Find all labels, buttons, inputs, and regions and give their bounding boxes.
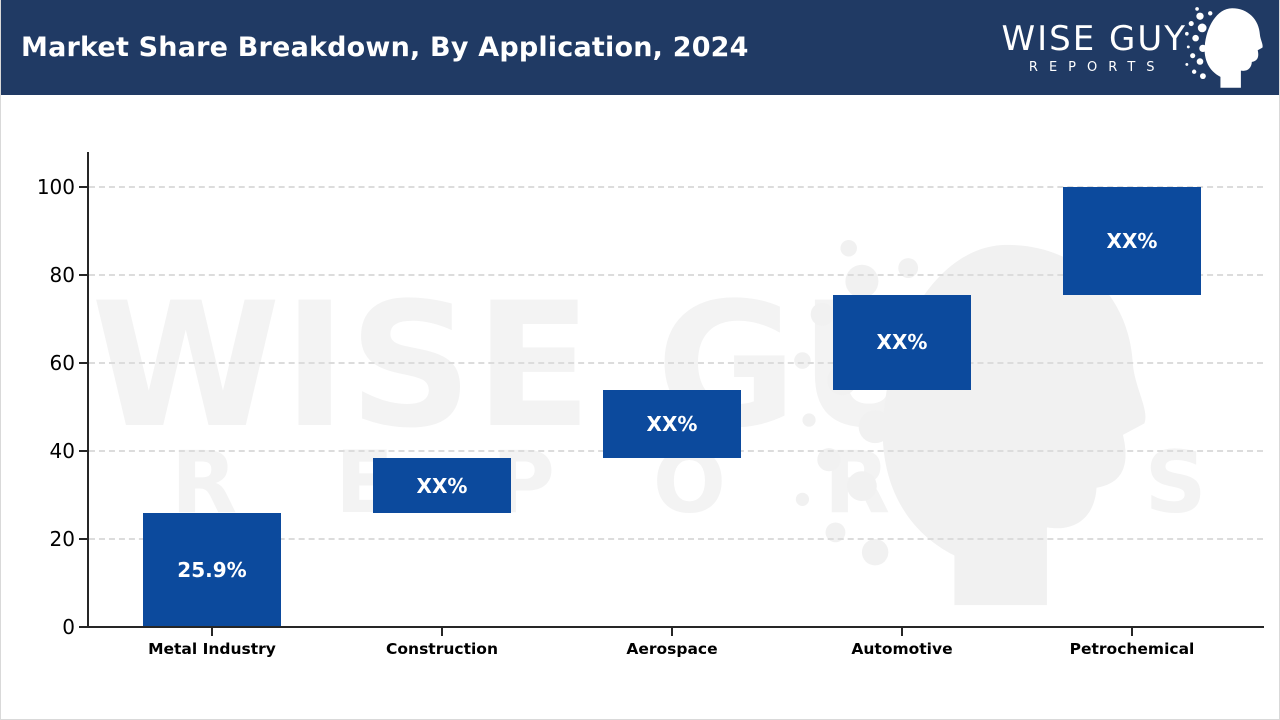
y-tick-mark	[79, 626, 87, 628]
gridline-80	[89, 274, 1263, 276]
x-tick-mark	[211, 628, 213, 636]
x-tick-label: Construction	[386, 640, 498, 658]
bar-value-label: XX%	[876, 330, 928, 355]
bar-construction: XX%	[373, 458, 511, 514]
x-tick-label: Automotive	[851, 640, 953, 658]
y-tick-label: 60	[49, 351, 75, 375]
x-tick-mark	[1131, 628, 1133, 636]
x-tick-mark	[901, 628, 903, 636]
bar-value-label: XX%	[416, 473, 468, 498]
logo-text: WISE GUY REPORTS	[1001, 22, 1187, 74]
y-axis	[87, 152, 89, 628]
y-tick-label: 100	[36, 175, 75, 199]
y-tick-label: 40	[49, 439, 75, 463]
chart-area: WISE GUY R E P O R T S 0 20 40 60 80 100 25.9%…	[1, 95, 1279, 719]
y-tick-mark	[79, 538, 87, 540]
logo-head-icon	[1185, 6, 1263, 88]
x-tick-label: Aerospace	[626, 640, 718, 658]
y-tick-label: 20	[49, 527, 75, 551]
y-tick-label: 80	[49, 263, 75, 287]
gridline-100	[89, 186, 1263, 188]
gridline-20	[89, 538, 1263, 540]
bar-petrochemical: XX%	[1063, 187, 1201, 295]
wiseguy-logo: WISE GUY REPORTS	[1001, 5, 1265, 91]
y-tick-label: 0	[62, 615, 75, 639]
x-tick-label: Metal Industry	[148, 640, 276, 658]
gridline-60	[89, 362, 1263, 364]
bar-metal-industry: 25.9%	[143, 513, 281, 627]
bar-value-label: 25.9%	[177, 558, 247, 582]
x-axis	[87, 626, 1264, 628]
y-tick-mark	[79, 186, 87, 188]
y-tick-mark	[79, 450, 87, 452]
bar-value-label: XX%	[646, 411, 698, 436]
bar-automotive: XX%	[833, 294, 971, 390]
chart-title: Market Share Breakdown, By Application, …	[21, 32, 749, 63]
logo-subtitle: REPORTS	[1028, 59, 1166, 75]
y-tick-mark	[79, 274, 87, 276]
y-tick-mark	[79, 362, 87, 364]
x-tick-label: Petrochemical	[1069, 640, 1195, 658]
bar-value-label: XX%	[1106, 228, 1158, 253]
x-tick-mark	[671, 628, 673, 636]
bar-aerospace: XX%	[603, 389, 741, 459]
x-tick-mark	[441, 628, 443, 636]
header-bar: Market Share Breakdown, By Application, …	[1, 0, 1279, 95]
logo-wordmark: WISE GUY	[1001, 18, 1187, 59]
